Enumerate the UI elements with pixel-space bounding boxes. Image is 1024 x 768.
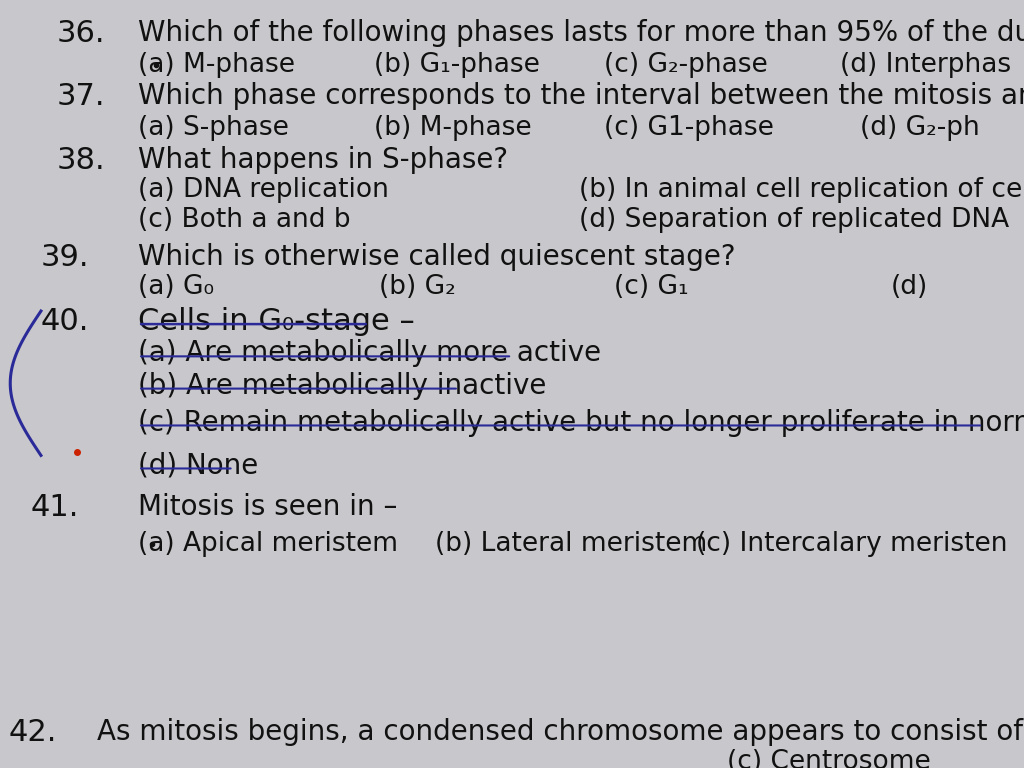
Text: 42.: 42. [8, 718, 56, 747]
Text: Which is otherwise called quiescent stage?: Which is otherwise called quiescent stag… [138, 243, 736, 271]
Text: (b) M-phase: (b) M-phase [374, 115, 531, 141]
Text: 39.: 39. [41, 243, 89, 273]
Text: (d) None: (d) None [138, 452, 258, 479]
Text: Which phase corresponds to the interval between the mitosis and initiation of DN: Which phase corresponds to the interval … [138, 82, 1024, 110]
Text: (c) Both a and b: (c) Both a and b [138, 207, 351, 233]
Text: (c) G₁: (c) G₁ [614, 274, 689, 300]
Text: 40.: 40. [41, 307, 89, 336]
Text: (a) S-phase: (a) S-phase [138, 115, 289, 141]
Text: (d): (d) [891, 274, 928, 300]
Text: (b) Lateral meristem: (b) Lateral meristem [435, 531, 708, 558]
Text: 37.: 37. [56, 82, 104, 111]
Text: (b) Are metabolically inactive: (b) Are metabolically inactive [138, 372, 547, 399]
Text: (a) Apical meristem: (a) Apical meristem [138, 531, 398, 558]
Text: What happens in S-phase?: What happens in S-phase? [138, 146, 508, 174]
Text: Mitosis is seen in –: Mitosis is seen in – [138, 493, 397, 521]
Text: (c) Remain metabolically active but no longer proliferate in normal condition: (c) Remain metabolically active but no l… [138, 409, 1024, 436]
Text: Which of the following phases lasts for more than 95% of the duration of cell cy: Which of the following phases lasts for … [138, 19, 1024, 47]
Text: (c) Centrosome: (c) Centrosome [727, 749, 931, 768]
Text: 38.: 38. [56, 146, 104, 175]
Text: (a) DNA replication: (a) DNA replication [138, 177, 389, 203]
Text: (b) In animal cell replication of ce: (b) In animal cell replication of ce [579, 177, 1022, 203]
Text: (a) M-phase: (a) M-phase [138, 52, 295, 78]
Text: 41.: 41. [31, 493, 79, 522]
Text: As mitosis begins, a condensed chromosome appears to consist of two –: As mitosis begins, a condensed chromosom… [97, 718, 1024, 746]
Text: Cells in G₀-stage –: Cells in G₀-stage – [138, 307, 415, 336]
Text: (b) G₁-phase: (b) G₁-phase [374, 52, 540, 78]
Text: (b) G₂: (b) G₂ [379, 274, 456, 300]
Text: (c) G1-phase: (c) G1-phase [604, 115, 774, 141]
Text: 36.: 36. [56, 19, 104, 48]
Text: (a) G₀: (a) G₀ [138, 274, 214, 300]
Text: (c) G₂-phase: (c) G₂-phase [604, 52, 768, 78]
Text: (d) Separation of replicated DNA: (d) Separation of replicated DNA [579, 207, 1009, 233]
Text: (d) Interphas: (d) Interphas [840, 52, 1011, 78]
Text: (c) Intercalary meristen: (c) Intercalary meristen [696, 531, 1008, 558]
Text: (d) G₂-ph: (d) G₂-ph [860, 115, 980, 141]
Text: (a) Are metabolically more active: (a) Are metabolically more active [138, 339, 601, 367]
